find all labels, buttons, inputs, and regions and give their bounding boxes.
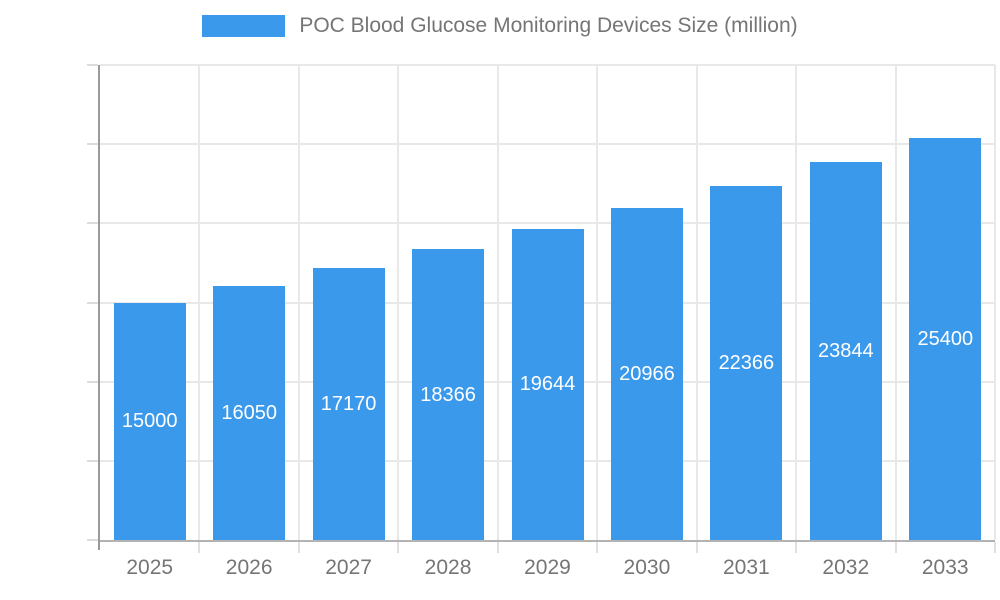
plot-area: 15000 16050 17170 18366 19644 20966 22366 23844… bbox=[87, 64, 996, 553]
x-axis-labels: 2025 2026 2027 2028 2029 2030 2031 2032 2033 bbox=[100, 556, 995, 580]
x-tick-label: 2029 bbox=[524, 556, 571, 579]
x-tick-label: 2025 bbox=[126, 556, 174, 579]
legend-item[interactable]: POC Blood Glucose Monitoring Devices Siz… bbox=[202, 14, 798, 38]
bar-value-label: 25400 bbox=[917, 327, 974, 350]
bar-2025[interactable]: 15000 bbox=[113, 302, 186, 540]
v-gridline bbox=[198, 65, 201, 540]
x-tick-label: 2027 bbox=[325, 556, 372, 579]
bar-value-label: 23844 bbox=[818, 340, 874, 363]
y-axis-tick bbox=[87, 459, 98, 462]
bar-value-label: 22366 bbox=[718, 351, 775, 374]
y-axis-tick bbox=[87, 64, 98, 66]
x-tick-label: 2030 bbox=[623, 556, 671, 579]
v-gridline bbox=[795, 65, 798, 540]
bar-value-label: 18366 bbox=[420, 383, 476, 406]
bar-2028[interactable]: 18366 bbox=[412, 249, 485, 540]
v-gridline bbox=[496, 65, 499, 540]
bar-2033[interactable]: 25400 bbox=[909, 137, 982, 540]
v-gridline bbox=[994, 65, 996, 540]
x-axis-tick bbox=[297, 542, 300, 553]
bar-2026[interactable]: 16050 bbox=[213, 285, 286, 540]
h-gridline bbox=[100, 143, 995, 146]
x-axis-tick bbox=[695, 542, 698, 553]
v-gridline bbox=[596, 65, 599, 540]
chart-legend: POC Blood Glucose Monitoring Devices Siz… bbox=[0, 14, 1000, 38]
x-axis-tick bbox=[397, 542, 400, 553]
x-tick-label: 2028 bbox=[424, 556, 472, 579]
y-axis-tick bbox=[87, 380, 98, 383]
bar-value-label: 20966 bbox=[619, 363, 675, 386]
bar-value-label: 17170 bbox=[320, 393, 377, 416]
v-gridline bbox=[695, 65, 698, 540]
x-axis-tick bbox=[198, 542, 201, 553]
y-axis-tick bbox=[87, 301, 98, 304]
x-axis-tick bbox=[894, 542, 897, 553]
bar-2029[interactable]: 19644 bbox=[511, 228, 584, 540]
y-axis-tick bbox=[87, 222, 98, 225]
y-axis-tick bbox=[87, 143, 98, 146]
y-axis-tick bbox=[87, 539, 98, 541]
v-gridline bbox=[894, 65, 897, 540]
bar-2032[interactable]: 23844 bbox=[809, 162, 882, 540]
bar-2031[interactable]: 22366 bbox=[710, 185, 783, 540]
x-axis-tick bbox=[994, 542, 996, 553]
bar-2030[interactable]: 20966 bbox=[610, 208, 683, 540]
x-tick-label: 2026 bbox=[225, 556, 273, 579]
v-gridline bbox=[297, 65, 300, 540]
y-axis-stub bbox=[98, 540, 100, 550]
bar-value-label: 19644 bbox=[519, 373, 576, 396]
x-axis-tick bbox=[496, 542, 499, 553]
x-tick-label: 2032 bbox=[822, 556, 870, 579]
x-axis-tick bbox=[596, 542, 599, 553]
bar-value-label: 16050 bbox=[221, 401, 277, 424]
legend-swatch bbox=[202, 15, 286, 37]
h-gridline bbox=[100, 222, 995, 225]
x-tick-label: 2033 bbox=[921, 556, 969, 579]
legend-label: POC Blood Glucose Monitoring Devices Siz… bbox=[299, 14, 798, 37]
x-axis-tick bbox=[795, 542, 798, 553]
bar-value-label: 15000 bbox=[121, 410, 178, 433]
x-tick-label: 2031 bbox=[722, 556, 770, 579]
bar-2027[interactable]: 17170 bbox=[312, 268, 385, 540]
h-gridline bbox=[100, 64, 995, 66]
v-gridline bbox=[397, 65, 400, 540]
